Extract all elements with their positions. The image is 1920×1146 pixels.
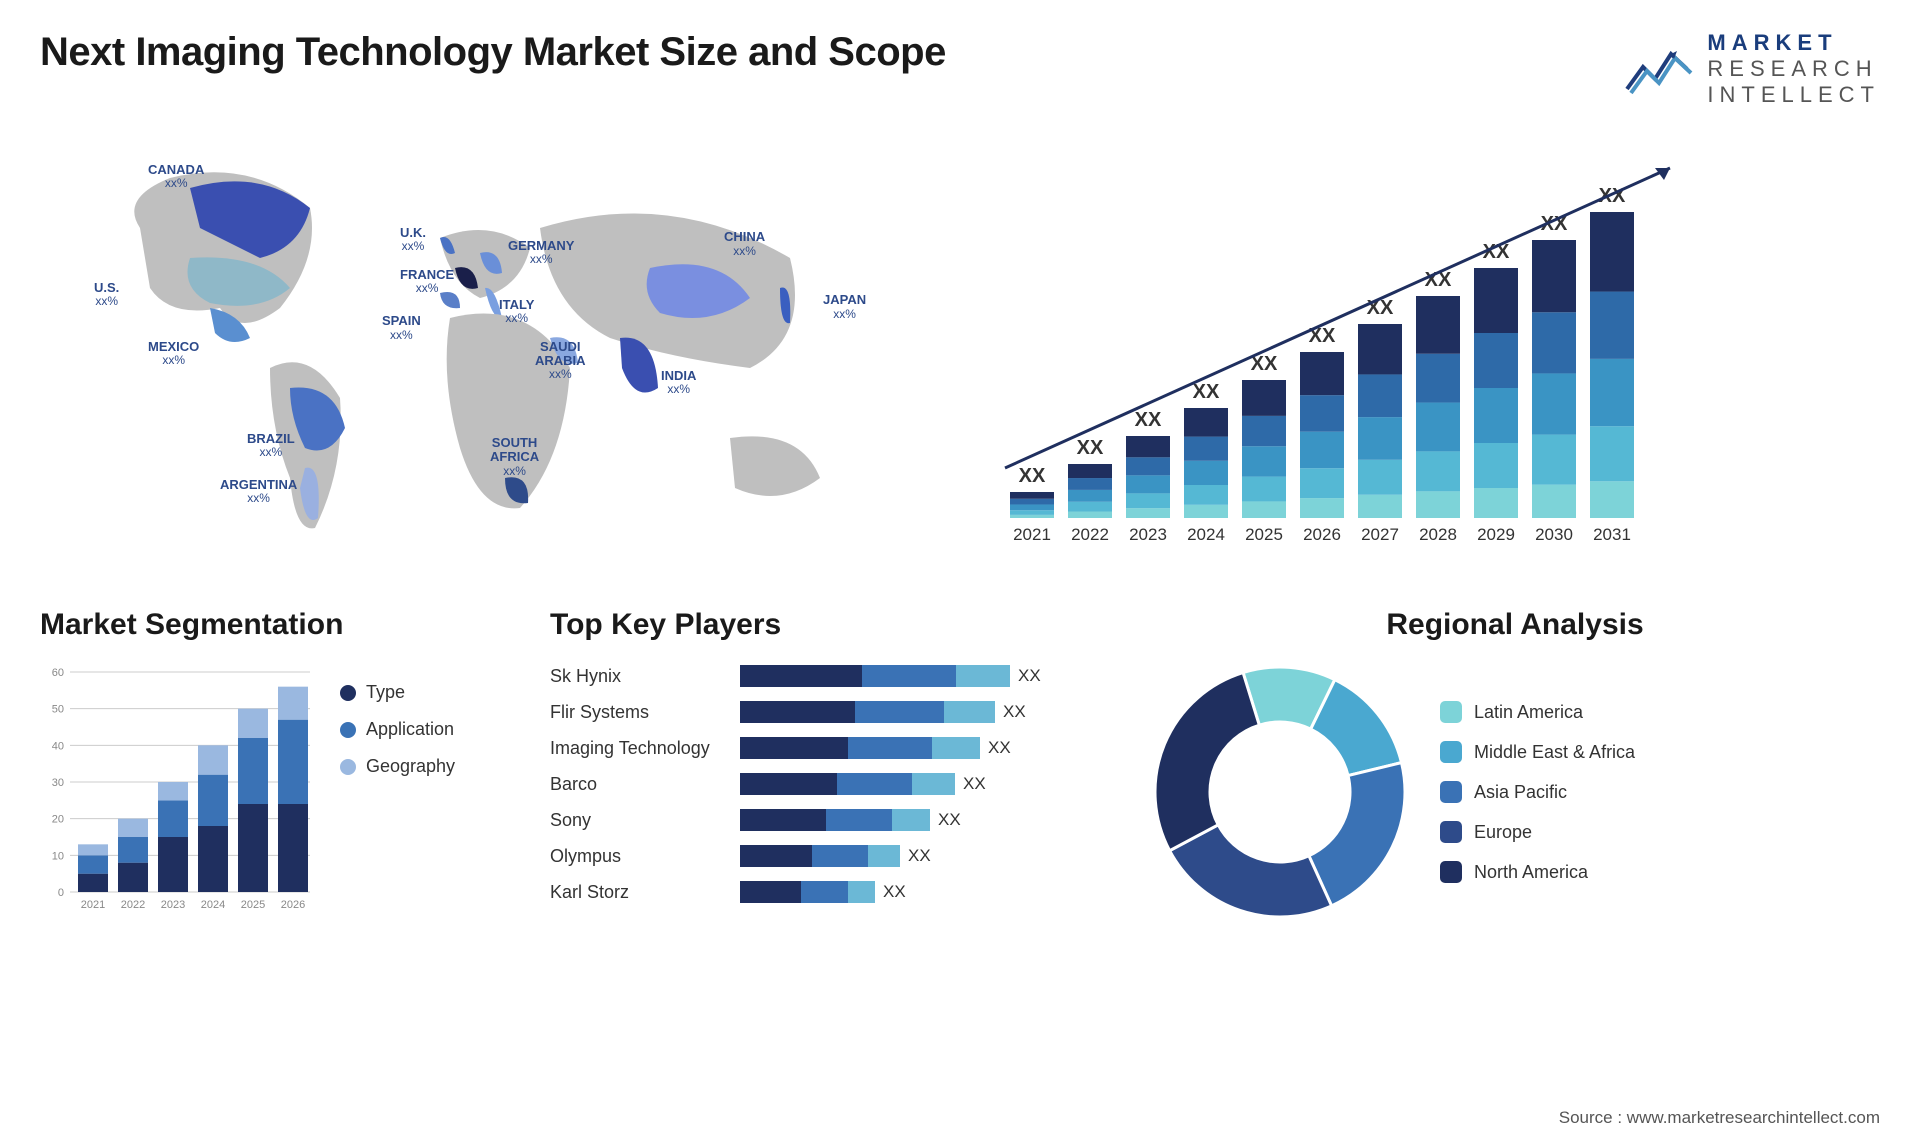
svg-text:40: 40 xyxy=(52,740,64,752)
svg-text:2026: 2026 xyxy=(1303,525,1341,544)
key-player-value: XX xyxy=(1018,666,1041,686)
svg-text:50: 50 xyxy=(52,704,64,716)
svg-text:2021: 2021 xyxy=(81,899,105,911)
svg-text:2022: 2022 xyxy=(121,899,145,911)
map-label: CANADAxx% xyxy=(148,163,204,190)
map-label: ITALYxx% xyxy=(499,298,534,325)
key-player-bar xyxy=(740,845,900,867)
regional-panel: Regional Analysis Latin America Middle Ea… xyxy=(1150,608,1880,968)
svg-text:XX: XX xyxy=(1077,437,1104,459)
map-label: GERMANYxx% xyxy=(508,239,574,266)
key-player-row: Karl Storz XX xyxy=(550,878,1110,906)
map-label: U.K.xx% xyxy=(400,226,426,253)
key-player-row: Imaging Technology XX xyxy=(550,734,1110,762)
svg-text:2030: 2030 xyxy=(1535,525,1573,544)
svg-text:2028: 2028 xyxy=(1419,525,1457,544)
svg-text:10: 10 xyxy=(52,850,64,862)
key-player-bar xyxy=(740,737,980,759)
map-label: FRANCExx% xyxy=(400,268,454,295)
regional-legend-item: Middle East & Africa xyxy=(1440,741,1635,763)
svg-text:2025: 2025 xyxy=(1245,525,1283,544)
key-player-value: XX xyxy=(963,774,986,794)
key-player-name: Karl Storz xyxy=(550,882,740,903)
regional-title: Regional Analysis xyxy=(1150,608,1880,642)
map-label: BRAZILxx% xyxy=(247,432,295,459)
segmentation-panel: Market Segmentation 0 10 20 30 40 50 60 2021 202… xyxy=(40,608,510,968)
key-player-value: XX xyxy=(938,810,961,830)
key-player-bar xyxy=(740,773,955,795)
svg-text:2023: 2023 xyxy=(1129,525,1167,544)
map-label: SOUTHAFRICAxx% xyxy=(490,436,539,478)
world-map-panel: CANADAxx% U.S.xx% MEXICOxx% BRAZILxx% ARGENT… xyxy=(40,138,940,558)
map-label: JAPANxx% xyxy=(823,293,866,320)
key-player-value: XX xyxy=(908,846,931,866)
regional-legend-item: Asia Pacific xyxy=(1440,781,1635,803)
regional-legend-item: Europe xyxy=(1440,821,1635,843)
key-player-bar xyxy=(740,665,1010,687)
key-player-name: Sk Hynix xyxy=(550,666,740,687)
map-label: U.S.xx% xyxy=(94,281,119,308)
key-players-chart: Sk HynixXXFlir SystemsXXImaging Technolo… xyxy=(550,662,1110,906)
svg-text:60: 60 xyxy=(52,667,64,679)
regional-legend-item: Latin America xyxy=(1440,701,1635,723)
map-label: MEXICOxx% xyxy=(148,340,199,367)
segmentation-title: Market Segmentation xyxy=(40,608,510,642)
brand-line3: INTELLECT xyxy=(1707,82,1880,108)
main-growth-chart: XX2021XX2022XX2023XX2024XX2025XX2026XX20… xyxy=(980,138,1880,558)
key-player-bar xyxy=(740,809,930,831)
svg-text:2025: 2025 xyxy=(241,899,265,911)
key-player-row: Barco XX xyxy=(550,770,1110,798)
svg-text:2022: 2022 xyxy=(1071,525,1109,544)
segmentation-legend: Type Application Geography xyxy=(340,682,455,922)
svg-text:2027: 2027 xyxy=(1361,525,1399,544)
page-title: Next Imaging Technology Market Size and … xyxy=(40,30,946,75)
key-player-bar xyxy=(740,881,875,903)
svg-text:2024: 2024 xyxy=(201,899,225,911)
svg-text:2021: 2021 xyxy=(1013,525,1051,544)
regional-legend: Latin America Middle East & Africa Asia Pa… xyxy=(1440,701,1635,883)
map-label: INDIAxx% xyxy=(661,369,696,396)
brand-icon xyxy=(1625,39,1695,99)
key-player-value: XX xyxy=(988,738,1011,758)
key-player-row: Flir Systems XX xyxy=(550,698,1110,726)
svg-text:2029: 2029 xyxy=(1477,525,1515,544)
key-player-value: XX xyxy=(1003,702,1026,722)
key-player-row: Sk Hynix XX xyxy=(550,662,1110,690)
svg-text:XX: XX xyxy=(1135,409,1162,431)
key-player-bar xyxy=(740,701,995,723)
key-player-name: Flir Systems xyxy=(550,702,740,723)
map-label: ARGENTINAxx% xyxy=(220,478,297,505)
key-players-title: Top Key Players xyxy=(550,608,1110,642)
segmentation-legend-item: Type xyxy=(340,682,455,703)
svg-text:XX: XX xyxy=(1193,381,1220,403)
key-player-name: Imaging Technology xyxy=(550,738,740,759)
regional-donut xyxy=(1150,662,1410,922)
svg-text:30: 30 xyxy=(52,777,64,789)
key-player-name: Barco xyxy=(550,774,740,795)
brand-line2: RESEARCH xyxy=(1707,56,1880,82)
svg-text:20: 20 xyxy=(52,814,64,826)
svg-text:2023: 2023 xyxy=(161,899,185,911)
brand-logo: MARKET RESEARCH INTELLECT xyxy=(1625,30,1880,108)
svg-text:2031: 2031 xyxy=(1593,525,1631,544)
map-label: SPAINxx% xyxy=(382,314,421,341)
svg-text:2026: 2026 xyxy=(281,899,305,911)
key-players-panel: Top Key Players Sk Hynix XX Flir Systems XX… xyxy=(550,608,1110,968)
map-label: SAUDIARABIAxx% xyxy=(535,340,586,382)
key-player-value: XX xyxy=(883,882,906,902)
segmentation-legend-item: Application xyxy=(340,719,455,740)
brand-line1: MARKET xyxy=(1707,30,1880,56)
svg-text:0: 0 xyxy=(58,887,64,899)
source-text: Source : www.marketresearchintellect.com xyxy=(1559,1108,1880,1128)
segmentation-legend-item: Geography xyxy=(340,756,455,777)
svg-text:XX: XX xyxy=(1019,465,1046,487)
key-player-row: Olympus XX xyxy=(550,842,1110,870)
key-player-row: Sony XX xyxy=(550,806,1110,834)
regional-legend-item: North America xyxy=(1440,861,1635,883)
key-player-name: Sony xyxy=(550,810,740,831)
map-label: CHINAxx% xyxy=(724,230,765,257)
svg-text:2024: 2024 xyxy=(1187,525,1225,544)
segmentation-chart: 0 10 20 30 40 50 60 2021 2022 2023 2024 2025 2026 xyxy=(40,662,320,922)
key-player-name: Olympus xyxy=(550,846,740,867)
